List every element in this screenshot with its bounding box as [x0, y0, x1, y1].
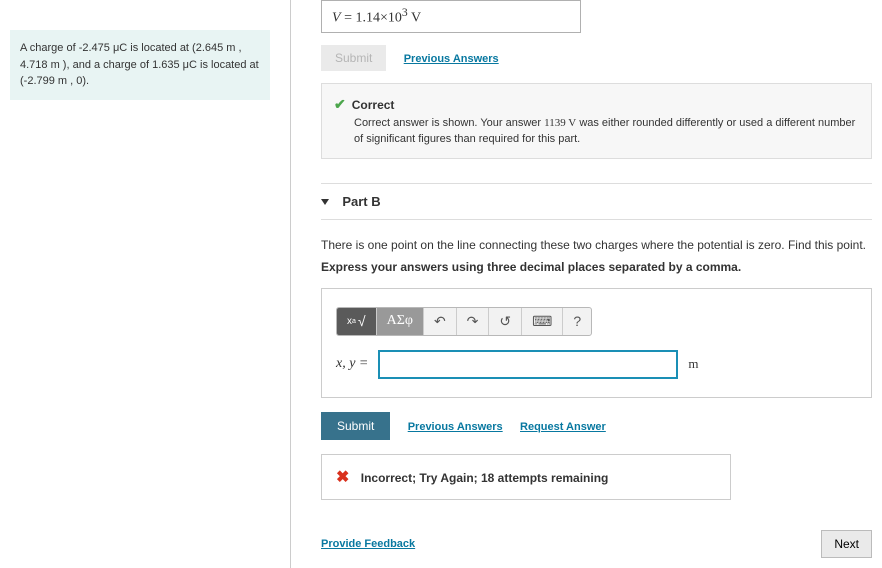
part-b-submit-button[interactable]: Submit [321, 412, 390, 440]
part-a-previous-answers-link[interactable]: Previous Answers [404, 53, 499, 65]
part-a-answer-display: V = 1.14×103 V [321, 0, 581, 33]
request-answer-link[interactable]: Request Answer [520, 421, 606, 433]
part-b-label: Part B [342, 194, 380, 209]
part-b-header[interactable]: Part B [321, 183, 872, 220]
equation-toolbar: xa√ ΑΣφ ↶ ↷ ↺ ⌨ ? [336, 307, 592, 336]
problem-statement: A charge of -2.475 μC is located at (2.6… [10, 30, 270, 100]
next-button[interactable]: Next [821, 530, 872, 558]
incorrect-feedback-box: ✖ Incorrect; Try Again; 18 attempts rema… [321, 454, 731, 500]
part-a-submit-button: Submit [321, 45, 386, 71]
part-b-previous-answers-link[interactable]: Previous Answers [408, 421, 503, 433]
x-icon: ✖ [336, 469, 349, 486]
unit-label: m [688, 356, 698, 372]
keyboard-button[interactable]: ⌨ [522, 308, 563, 335]
templates-button[interactable]: xa√ [337, 308, 377, 335]
reset-button[interactable]: ↺ [489, 308, 522, 335]
undo-button[interactable]: ↶ [424, 308, 457, 335]
part-a-feedback-box: ✔Correct Correct answer is shown. Your a… [321, 83, 872, 159]
feedback-title: Correct [352, 98, 395, 112]
part-b-prompt: There is one point on the line connectin… [321, 236, 872, 254]
part-b-instruction: Express your answers using three decimal… [321, 260, 872, 274]
symbols-button[interactable]: ΑΣφ [377, 308, 424, 335]
variable-label: x, y = [336, 356, 368, 372]
provide-feedback-link[interactable]: Provide Feedback [321, 538, 415, 550]
check-icon: ✔ [334, 96, 346, 112]
part-b-input-panel: xa√ ΑΣφ ↶ ↷ ↺ ⌨ ? x, y = m [321, 288, 872, 398]
redo-button[interactable]: ↷ [457, 308, 490, 335]
incorrect-message: Incorrect; Try Again; 18 attempts remain… [361, 471, 609, 485]
help-button[interactable]: ? [563, 308, 591, 335]
answer-input[interactable] [378, 350, 678, 379]
chevron-down-icon [321, 199, 329, 205]
